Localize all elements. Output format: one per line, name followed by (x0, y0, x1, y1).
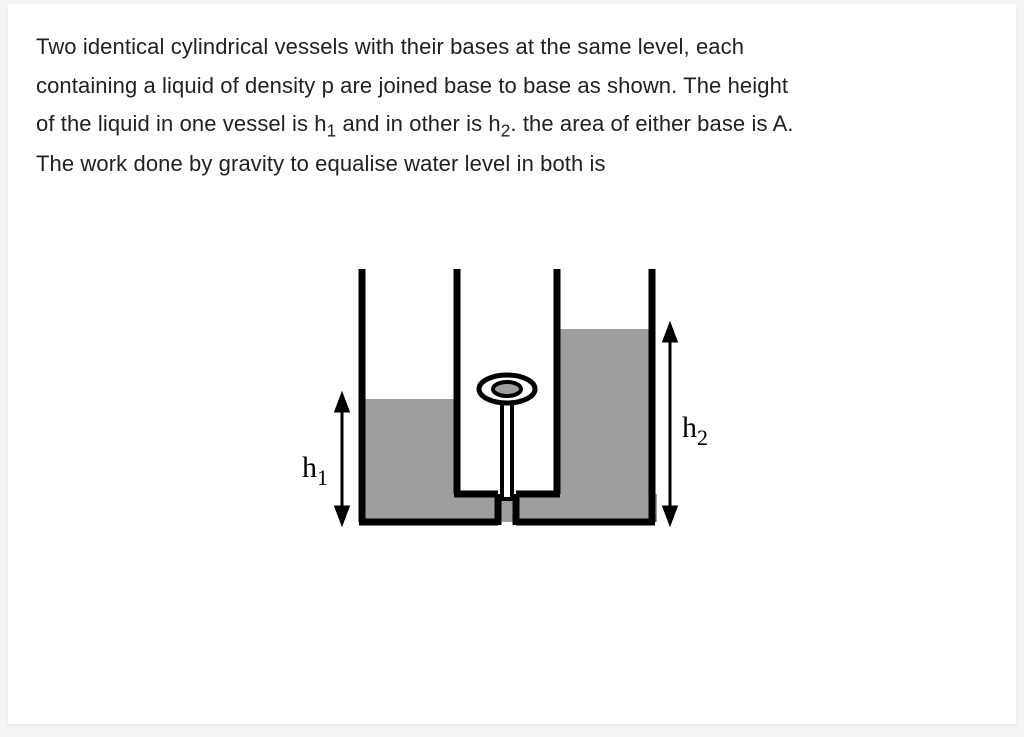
vessels-diagram: h1 h2 (272, 219, 752, 559)
label-h1: h1 (302, 451, 328, 490)
sub-h1: 1 (327, 120, 337, 140)
arrow-h1 (336, 395, 348, 523)
text-line-2: containing a liquid of density p are joi… (36, 73, 788, 98)
text-line-1: Two identical cylindrical vessels with t… (36, 34, 744, 59)
text-line-3b: and in other is h (336, 111, 500, 136)
diagram-container: h1 h2 (36, 219, 988, 559)
question-text: Two identical cylindrical vessels with t… (36, 28, 988, 184)
text-line-3c: . the area of either base is A. (510, 111, 793, 136)
sub-h2: 2 (501, 120, 511, 140)
arrow-h2 (664, 325, 676, 523)
valve (479, 375, 535, 499)
liquid-right (557, 329, 652, 519)
label-h2: h2 (682, 411, 708, 450)
text-line-3a: of the liquid in one vessel is h (36, 111, 327, 136)
question-card: Two identical cylindrical vessels with t… (8, 4, 1016, 724)
text-line-4: The work done by gravity to equalise wat… (36, 151, 606, 176)
